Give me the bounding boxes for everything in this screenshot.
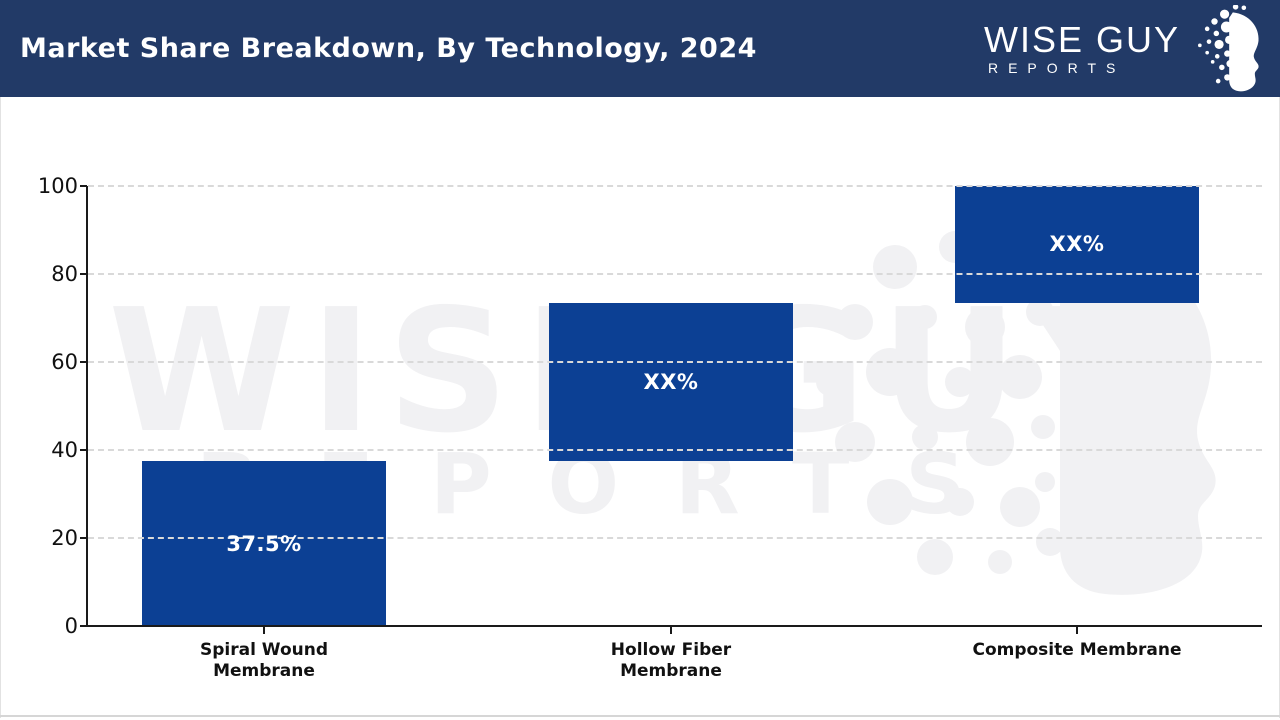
header-bar: Market Share Breakdown, By Technology, 2… <box>0 0 1280 97</box>
bar-3 <box>955 186 1199 303</box>
gridline-y20 <box>88 537 1262 539</box>
gridline-y80 <box>88 273 1262 275</box>
category-label-2: Hollow Fiber Membrane <box>511 640 831 683</box>
category-label-3: Composite Membrane <box>917 640 1237 661</box>
category-label-1: Spiral Wound Membrane <box>104 640 424 683</box>
y-axis-tick-label: 100 <box>37 174 78 198</box>
bar-value-label-3: XX% <box>1049 232 1105 257</box>
brand-logo: WISE GUY REPORTS <box>983 4 1266 93</box>
brand-name: WISE GUY <box>983 19 1180 60</box>
gridline-y100 <box>88 185 1262 187</box>
y-axis-tick-mark <box>80 537 87 539</box>
bar-value-label-2: XX% <box>643 369 699 394</box>
y-axis-line <box>86 186 88 627</box>
gridline-y40 <box>88 449 1262 451</box>
bottom-divider <box>0 715 1280 717</box>
bar-1 <box>142 461 386 626</box>
y-axis-tick-mark <box>80 185 87 187</box>
y-axis-tick-mark <box>80 273 87 275</box>
y-axis-tick-label: 0 <box>64 614 78 638</box>
y-axis-tick-mark <box>80 361 87 363</box>
x-axis-tick-mark <box>670 627 672 634</box>
x-axis-line <box>86 625 1262 627</box>
category-label-line: Composite Membrane <box>972 640 1182 660</box>
bar-value-label-1: 37.5% <box>226 531 302 556</box>
category-label-line: Spiral Wound <box>199 640 329 660</box>
y-axis-tick-label: 80 <box>51 262 78 286</box>
y-axis-tick-label: 60 <box>51 350 78 374</box>
gridline-y60 <box>88 361 1262 363</box>
bar-2 <box>549 302 793 461</box>
y-axis-tick-mark <box>80 625 87 627</box>
brand-subtitle: REPORTS <box>987 60 1126 76</box>
page-title: Market Share Breakdown, By Technology, 2… <box>20 33 757 64</box>
y-axis-tick-label: 40 <box>51 438 78 462</box>
category-label-line: Hollow Fiber <box>610 640 732 660</box>
x-axis-tick-mark <box>263 627 265 634</box>
y-axis-tick-mark <box>80 449 87 451</box>
dotted-face-icon <box>1198 4 1259 91</box>
x-axis-tick-mark <box>1076 627 1078 634</box>
category-label-line: Membrane <box>620 661 722 682</box>
brand-logo-text: WISE GUY REPORTS <box>983 19 1180 76</box>
category-label-line: Membrane <box>213 661 315 682</box>
y-axis-tick-label: 20 <box>51 526 78 550</box>
